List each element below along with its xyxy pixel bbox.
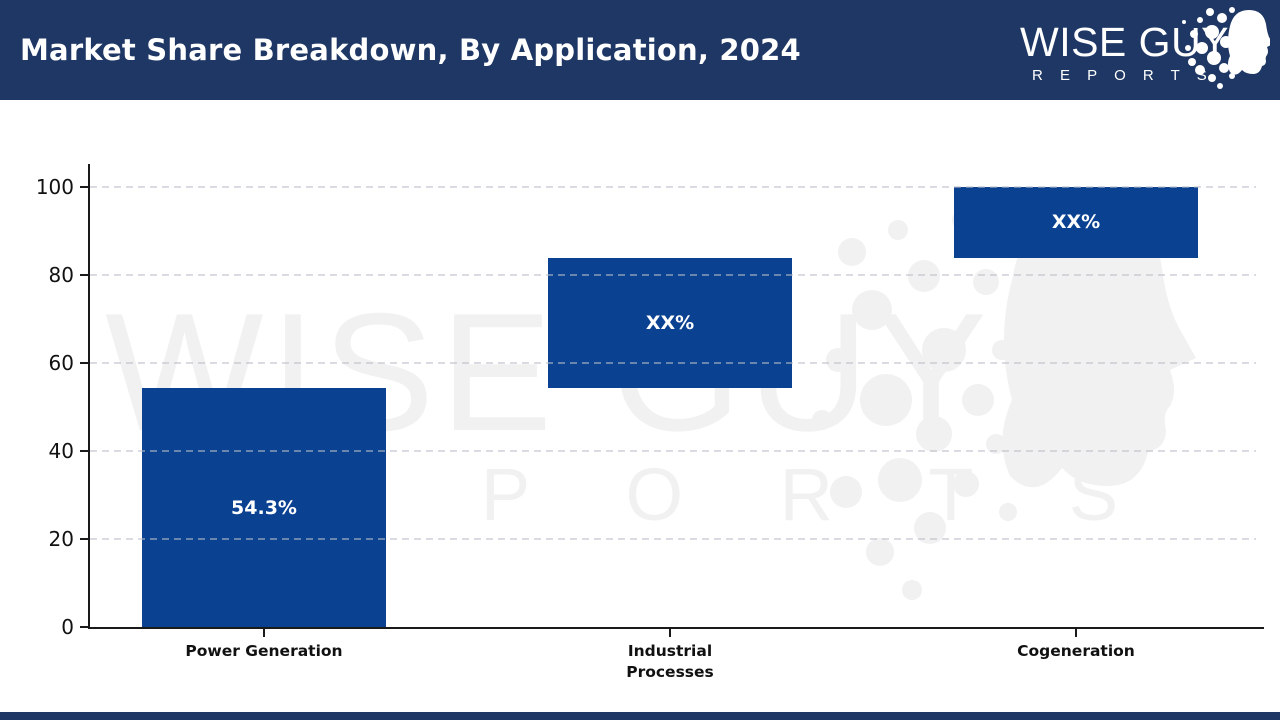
wiseguy-logo-text: WISE GUY R E P O R T S	[1020, 19, 1229, 84]
bar-cogeneration: XX%	[954, 187, 1198, 258]
watermark-dotted-head-icon	[812, 200, 1196, 600]
y-axis-tick-label-60: 60	[48, 351, 74, 375]
x-axis-category-label-cogeneration: Cogeneration	[1017, 642, 1135, 660]
y-axis-tick-label-100: 100	[35, 175, 74, 199]
gridline-y60	[90, 362, 1256, 364]
y-axis-tick-mark-80	[80, 274, 88, 276]
y-axis-tick-mark-0	[80, 626, 88, 628]
y-axis-line	[88, 164, 90, 629]
logo-wordmark: WISE GUY	[1020, 19, 1229, 65]
header-bar: Market Share Breakdown, By Application, …	[0, 0, 1280, 100]
chart-area: WISE GUY R E P O R T S	[0, 100, 1280, 712]
bar-value-label-cogeneration: XX%	[1051, 211, 1101, 234]
x-axis-category-label-power-generation: Power Generation	[185, 642, 343, 660]
bar-value-label-industrial-processes: XX%	[645, 311, 695, 334]
x-axis-tick-mark-cogeneration	[1075, 629, 1077, 637]
logo-dotted-head-icon	[1182, 7, 1270, 89]
bar-industrial-processes: XX%	[548, 257, 792, 389]
x-axis-category-label-industrial-processes: Industrial Processes	[626, 642, 714, 681]
x-axis-tick-mark-industrial-processes	[669, 629, 671, 637]
y-axis-tick-mark-60	[80, 362, 88, 364]
x-axis-line	[88, 627, 1264, 629]
y-axis-tick-label-0: 0	[61, 615, 74, 639]
y-axis-tick-label-20: 20	[48, 527, 74, 551]
y-axis-tick-mark-100	[80, 186, 88, 188]
bar-value-label-power-generation: 54.3%	[231, 496, 297, 519]
y-axis-tick-label-80: 80	[48, 263, 74, 287]
y-axis-tick-mark-20	[80, 538, 88, 540]
bar-power-generation: 54.3%	[142, 388, 386, 627]
gridline-y80	[90, 274, 1256, 276]
x-axis-tick-mark-power-generation	[263, 629, 265, 637]
gridline-y100	[90, 186, 1256, 188]
gridline-y40	[90, 450, 1256, 452]
footer-brand-strip	[0, 712, 1280, 720]
wiseguy-logo: WISE GUY R E P O R T S	[1020, 7, 1270, 89]
logo-sub-wordmark: R E P O R T S	[1032, 67, 1213, 84]
y-axis-tick-label-40: 40	[48, 439, 74, 463]
y-axis-tick-mark-40	[80, 450, 88, 452]
chart-title: Market Share Breakdown, By Application, …	[20, 33, 801, 67]
gridline-y20	[90, 538, 1256, 540]
